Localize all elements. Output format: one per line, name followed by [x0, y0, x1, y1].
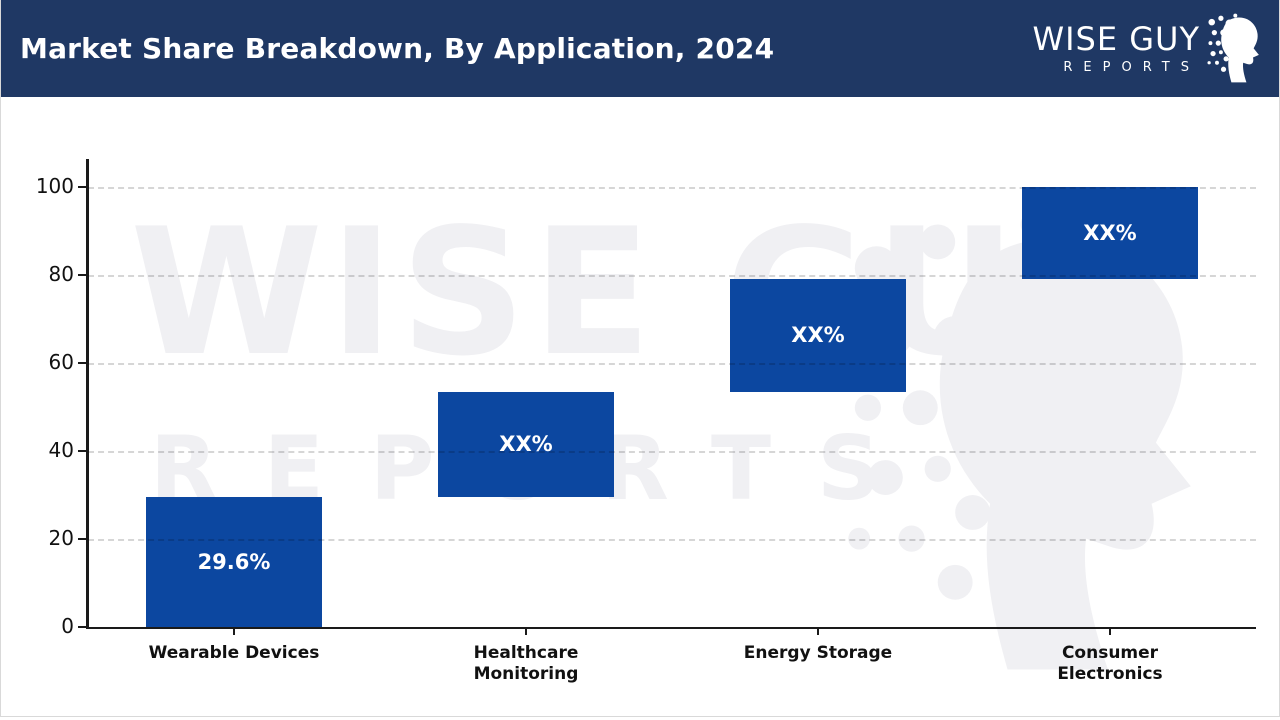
- y-tick-label: 20: [48, 526, 74, 550]
- waterfall-bar: 29.6%: [146, 496, 322, 627]
- y-tick-label: 80: [48, 262, 74, 286]
- bar-value-label: XX%: [499, 432, 553, 457]
- x-tick: [1109, 627, 1111, 635]
- y-tick: [78, 538, 87, 540]
- bar-value-label: XX%: [791, 323, 845, 348]
- y-axis: [86, 159, 89, 629]
- gridline: [88, 187, 1256, 189]
- gridline: [88, 451, 1256, 453]
- bar-value-label: XX%: [1083, 220, 1137, 245]
- x-category-label: Consumer Electronics: [1057, 643, 1163, 685]
- chart-title: Market Share Breakdown, By Application, …: [20, 32, 775, 65]
- x-tick: [817, 627, 819, 635]
- y-tick: [78, 186, 87, 188]
- waterfall-bar: XX%: [438, 392, 614, 497]
- y-tick: [78, 626, 87, 628]
- waterfall-bar: XX%: [1022, 187, 1198, 279]
- x-category-label: Wearable Devices: [148, 643, 320, 663]
- gridline: [88, 275, 1256, 277]
- y-tick-label: 60: [48, 350, 74, 374]
- x-category-label: Energy Storage: [743, 643, 893, 663]
- plot-area: 29.6% Wearable Devices XX% Healthcare Monit…: [36, 159, 1256, 684]
- chart-area: WISE GUY REPORTS 29.6%Wearable DevicesXX…: [0, 97, 1280, 717]
- y-tick-label: 40: [48, 438, 74, 462]
- x-tick: [525, 627, 527, 635]
- y-tick-label: 0: [61, 614, 74, 638]
- y-tick: [78, 274, 87, 276]
- gridline: [88, 363, 1256, 365]
- wise-guy-logo: WISE GUY REPORTS: [1032, 13, 1280, 85]
- x-axis: [86, 626, 1256, 629]
- x-category-label: Healthcare Monitoring: [473, 643, 579, 685]
- y-tick: [78, 450, 87, 452]
- waterfall-bar: XX%: [730, 278, 906, 393]
- gridline: [88, 539, 1256, 541]
- y-tick: [78, 362, 87, 364]
- bar-value-label: 29.6%: [197, 549, 271, 574]
- x-tick: [233, 627, 235, 635]
- logo-head-icon: [1207, 13, 1259, 82]
- logo-subtitle: REPORTS: [1063, 60, 1200, 75]
- header-banner: Market Share Breakdown, By Application, …: [0, 0, 1280, 97]
- y-tick-label: 100: [35, 174, 74, 198]
- logo-wordmark: WISE GUY: [1032, 20, 1200, 58]
